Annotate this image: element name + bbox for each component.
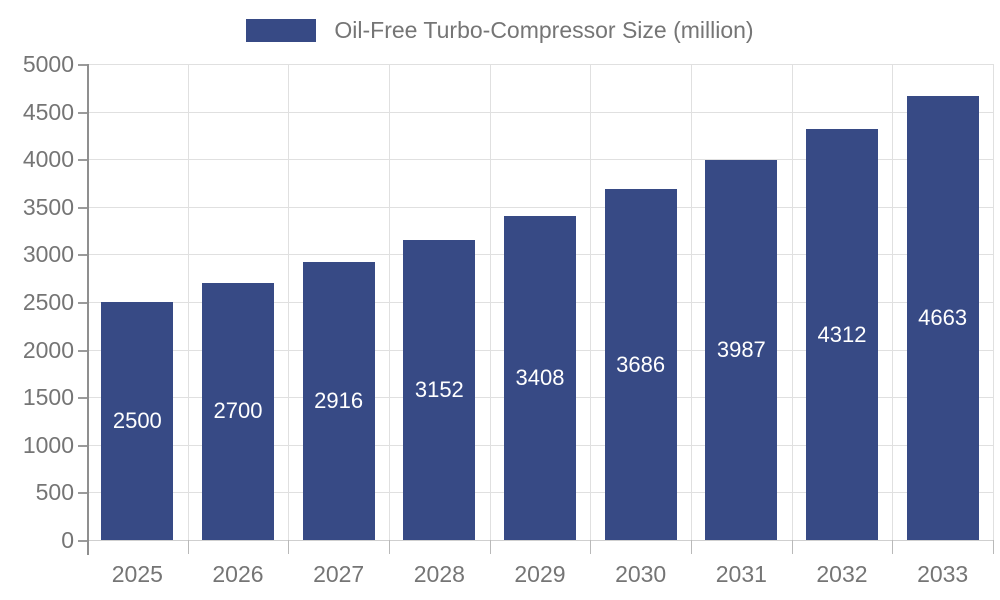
x-tick-label: 2028: [413, 561, 465, 587]
y-axis-line: [87, 64, 89, 555]
x-axis-line: [87, 540, 993, 541]
x-tick-label: 2027: [313, 561, 365, 587]
x-tick-label: 2033: [917, 561, 969, 587]
v-gridline: [389, 64, 390, 540]
y-axis-tick: [78, 159, 87, 162]
v-gridline: [590, 64, 592, 540]
bar-value-label: 2500: [112, 408, 162, 433]
x-tick-label: 2031: [715, 561, 767, 587]
v-gridline: [489, 64, 491, 540]
x-axis-tick: [691, 540, 692, 554]
y-axis-tick: [78, 444, 87, 447]
x-axis-tick: [791, 540, 793, 554]
x-tick-label: 2032: [816, 561, 868, 587]
y-axis-tick: [78, 492, 87, 495]
y-axis-tick: [78, 254, 87, 257]
y-tick-label: 500: [35, 479, 74, 506]
x-axis-tick: [590, 540, 592, 554]
y-tick-label: 2500: [22, 289, 74, 315]
y-tick-label: 4000: [22, 146, 74, 173]
y-tick-label: 3000: [22, 241, 74, 268]
bar-value-label: 3987: [716, 337, 766, 363]
y-tick-label: 4500: [22, 98, 74, 125]
v-gridline: [187, 64, 189, 540]
v-gridline: [791, 64, 793, 540]
bar-2028: 3152: [403, 239, 476, 540]
legend: Oil-Free Turbo-Compressor Size (million): [0, 17, 1000, 44]
x-axis-tick: [187, 540, 189, 554]
legend-swatch: [246, 19, 317, 42]
bar-value-label: 4663: [918, 305, 968, 331]
bar-value-label: 3686: [616, 351, 666, 377]
x-axis-tick: [389, 540, 390, 554]
bar-2033: 4663: [906, 96, 979, 540]
bar-2030: 3686: [604, 189, 677, 540]
y-axis-tick: [78, 349, 87, 352]
y-tick-label: 2000: [22, 336, 74, 363]
bar-value-label: 4312: [817, 321, 867, 347]
y-tick-label: 1000: [22, 431, 74, 458]
legend-label: Oil-Free Turbo-Compressor Size (million): [334, 17, 754, 43]
plot-area: 2500 2700 2916 3152 3408 3686 3987 4312 4663: [87, 64, 994, 541]
bar-2032: 4312: [806, 129, 878, 540]
bar-value-label: 3152: [414, 376, 464, 402]
x-axis-tick: [489, 540, 491, 554]
v-gridline: [892, 64, 894, 540]
h-gridline: [87, 206, 993, 208]
y-axis-tick: [78, 64, 87, 66]
y-tick-label: 1500: [22, 384, 74, 411]
bar-2025: 2500: [101, 302, 174, 540]
y-axis-tick: [78, 302, 87, 304]
h-gridline: [87, 159, 993, 161]
x-axis-tick: [993, 540, 994, 554]
bar-2027: 2916: [302, 262, 375, 540]
h-gridline: [87, 64, 993, 65]
bar-value-label: 2916: [314, 388, 364, 414]
bar-value-label: 2700: [213, 398, 263, 424]
bar-value-label: 3408: [515, 364, 565, 390]
x-tick-label: 2030: [615, 561, 667, 587]
x-tick-label: 2029: [514, 561, 566, 587]
h-gridline: [87, 111, 993, 113]
y-axis-tick: [78, 397, 87, 400]
y-tick-label: 5000: [22, 51, 74, 77]
bar-2026: 2700: [202, 282, 274, 540]
y-axis-tick: [78, 540, 87, 542]
v-gridline: [288, 64, 290, 540]
bar-2029: 3408: [504, 215, 576, 540]
x-axis-tick: [288, 540, 290, 554]
x-tick-label: 2026: [212, 561, 264, 587]
y-tick-label: 3500: [22, 193, 74, 220]
v-gridline: [993, 64, 994, 540]
y-axis-tick: [78, 206, 87, 209]
x-tick-label: 2025: [111, 561, 163, 587]
y-tick-label: 0: [61, 527, 74, 553]
x-axis-tick: [892, 540, 894, 554]
bar-2031: 3987: [705, 160, 778, 540]
y-axis-tick: [78, 111, 87, 114]
v-gridline: [691, 64, 692, 540]
